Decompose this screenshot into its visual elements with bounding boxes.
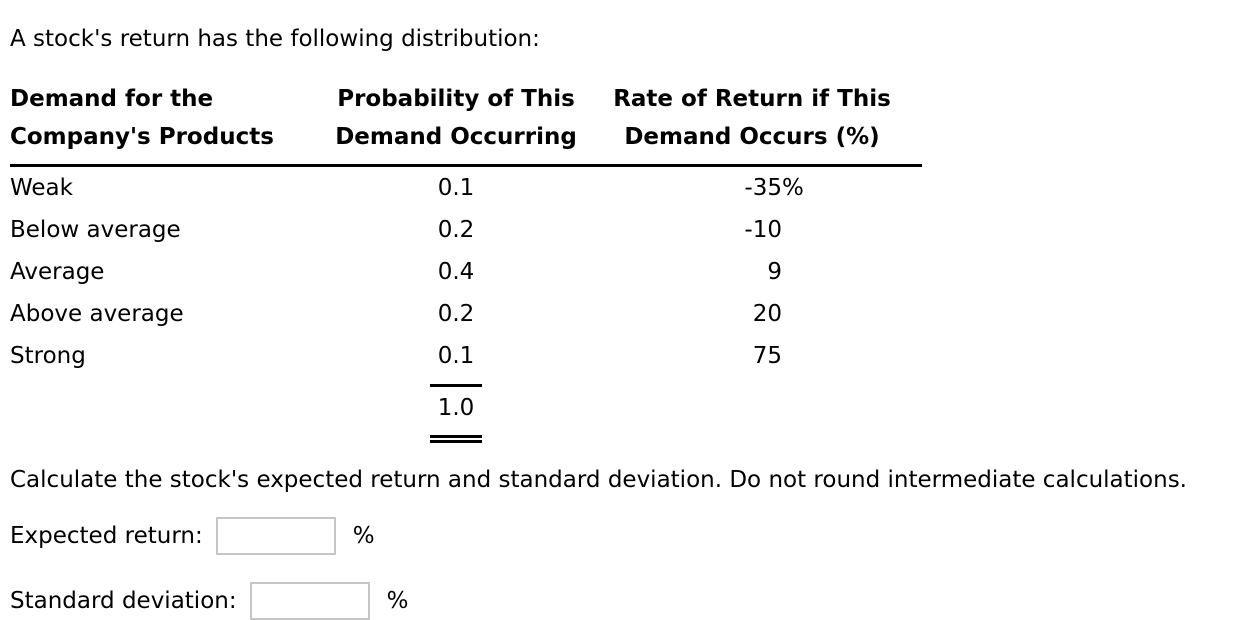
column-header-demand: Demand for the Company's Products xyxy=(10,86,274,150)
rate-value: 20 xyxy=(752,301,782,327)
probability-value: 0.4 xyxy=(437,259,475,285)
rate-suffix xyxy=(782,293,808,335)
demand-label: Average xyxy=(10,259,105,285)
probability-value: 0.2 xyxy=(437,217,475,243)
double-underline: 1.0 xyxy=(430,387,482,443)
rate-cell: -10 xyxy=(582,209,922,251)
rate-value: 9 xyxy=(767,259,782,285)
expected-return-field: Expected return: % xyxy=(10,517,1238,555)
demand-label: Above average xyxy=(10,301,184,327)
column-header-rate-of-return: Rate of Return if This Demand Occurs (%) xyxy=(613,86,891,150)
rate-suffix xyxy=(782,209,808,251)
expected-return-input[interactable] xyxy=(215,517,336,555)
standard-deviation-field: Standard deviation: % xyxy=(10,582,1238,620)
percent-sign: % xyxy=(386,588,409,614)
standard-deviation-label: Standard deviation: xyxy=(10,588,237,614)
rate-suffix xyxy=(782,335,808,387)
question-intro: A stock's return has the following distr… xyxy=(10,26,540,52)
table-row: Below average 0.2 -10 xyxy=(10,209,922,251)
demand-label: Strong xyxy=(10,343,86,369)
rate-value: -10 xyxy=(744,217,782,243)
rate-cell: 20 xyxy=(582,293,922,335)
distribution-table: Demand for the Company's Products Probab… xyxy=(10,80,922,443)
probability-sum-underline: 0.1 xyxy=(430,335,482,387)
table-row: Above average 0.2 20 xyxy=(10,293,922,335)
demand-label: Weak xyxy=(10,175,73,201)
probability-total: 1.0 xyxy=(330,387,582,443)
rate-suffix: % xyxy=(782,175,804,201)
table-header-row: Demand for the Company's Products Probab… xyxy=(10,80,922,167)
table-total-row: 1.0 xyxy=(10,387,922,443)
table-row: Weak 0.1 -35% xyxy=(10,167,922,209)
probability-value: 0.2 xyxy=(437,301,475,327)
expected-return-label: Expected return: xyxy=(10,523,203,549)
table-row: Average 0.4 9 xyxy=(10,251,922,293)
rate-value: 75 xyxy=(752,343,782,369)
table-row: Strong 0.1 75 xyxy=(10,335,922,387)
column-header-probability: Probability of This Demand Occurring xyxy=(335,86,577,150)
rate-cell: 75 xyxy=(582,335,922,387)
probability-value: 0.1 xyxy=(330,335,582,387)
demand-label: Below average xyxy=(10,217,181,243)
standard-deviation-input[interactable] xyxy=(249,582,370,620)
rate-suffix xyxy=(782,251,808,293)
percent-sign: % xyxy=(352,523,375,549)
rate-cell: -35% xyxy=(582,167,922,209)
probability-value: 0.1 xyxy=(437,175,475,201)
rate-value: -35 xyxy=(744,175,782,201)
instruction-text: Calculate the stock's expected return an… xyxy=(10,467,1187,493)
rate-cell: 9 xyxy=(582,251,922,293)
